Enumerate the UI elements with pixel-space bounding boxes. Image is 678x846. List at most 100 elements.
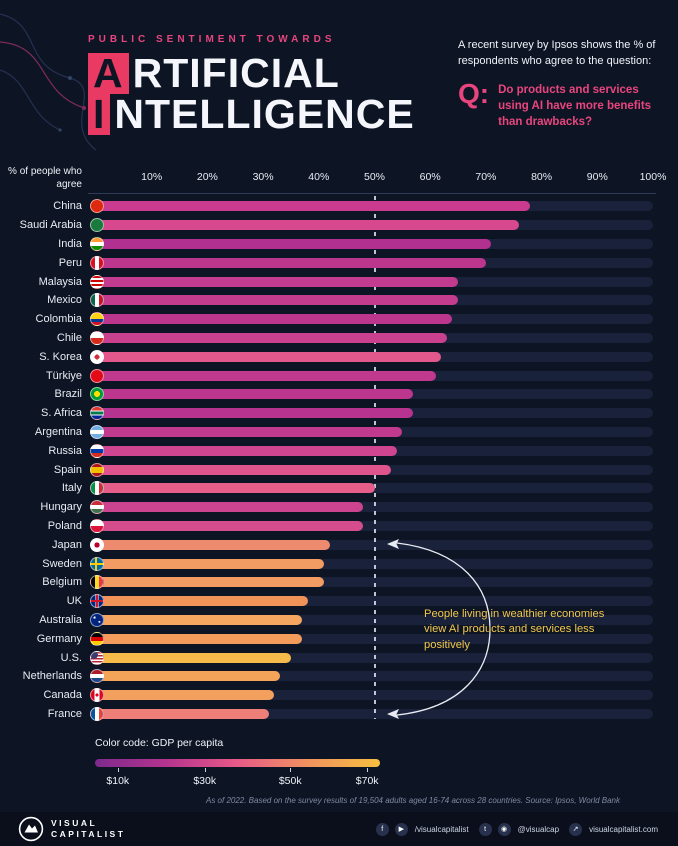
country-label-netherlands: Netherlands (22, 670, 82, 683)
kicker: PUBLIC SENTIMENT TOWARDS (88, 34, 336, 45)
country-label-peru: Peru (58, 256, 82, 269)
legend-tick-label: $50k (278, 775, 302, 787)
social-handle-instagram[interactable]: @visualcap (517, 824, 560, 834)
bar-germany (96, 633, 303, 644)
bar-france (96, 708, 269, 719)
youtube-icon[interactable]: ▶ (394, 822, 408, 836)
bar-japan (96, 539, 330, 550)
bar-italy (96, 483, 375, 494)
bar-colombia (96, 314, 453, 325)
country-label-malaysia: Malaysia (38, 275, 82, 288)
social-links: f ▶ /visualcapitalist t ◉ @visualcap ↗ visualca… (375, 822, 662, 836)
country-label-poland: Poland (47, 519, 82, 532)
highlight-letter-a: A (88, 53, 129, 94)
country-label-turkiye: Türkiye (45, 369, 82, 382)
question-row: Q: Do products and services using AI hav… (458, 79, 658, 130)
x-axis-tick: 100% (639, 171, 667, 183)
bar-track (90, 293, 653, 308)
country-label-hungary: Hungary (40, 501, 82, 514)
bar-track (90, 218, 653, 233)
y-axis-label: % of people who agree (8, 166, 82, 190)
bar-chart: % of people who agree 10% 20% 30% 40% 50% 60%… (0, 163, 678, 725)
x-axis-tick: 70% (475, 171, 497, 183)
bar-sweden (96, 558, 325, 569)
flag-india-icon (90, 236, 104, 251)
country-label-spain: Spain (53, 463, 82, 476)
bar-spain (96, 464, 392, 475)
bar-india (96, 238, 492, 249)
country-label-france: France (47, 707, 82, 720)
intro-block: A recent survey by Ipsos shows the % of … (458, 38, 658, 130)
country-label-china: China (53, 200, 82, 213)
country-label-india: India (58, 237, 82, 250)
chart-row-russia: Russia (0, 441, 653, 460)
flag-argentina-icon (90, 424, 104, 439)
title-block: PUBLIC SENTIMENT TOWARDS A RTIFICIAL I NTE… (88, 34, 415, 135)
flag-brazil-icon (90, 387, 104, 402)
x-axis-tick: 80% (531, 171, 553, 183)
legend-tick-mark (367, 768, 369, 772)
x-axis-tick: 60% (419, 171, 441, 183)
bar-brazil (96, 389, 414, 400)
chart-row-sweden: Sweden (0, 554, 653, 573)
chart-row-brazil: Brazil (0, 385, 653, 404)
chart-row-india: India (0, 235, 653, 254)
visual-capitalist-logo[interactable]: VISUAL CAPITALIST (18, 816, 125, 842)
twitter-icon[interactable]: t (478, 822, 492, 836)
chart-row-hungary: Hungary (0, 498, 653, 517)
x-axis-tick: 30% (252, 171, 274, 183)
flag-china-icon (90, 199, 104, 214)
bar-peru (96, 257, 486, 268)
bar-track (90, 312, 653, 327)
social-handle-visualcapitalist[interactable]: /visualcapitalist (414, 824, 469, 834)
legend-label: Color code: GDP per capita (95, 737, 224, 749)
bar-uk (96, 596, 308, 607)
flag-peru-icon (90, 255, 104, 270)
x-axis-tick: 10% (141, 171, 163, 183)
flag-turkiye-icon (90, 368, 104, 383)
chart-row-italy: Italy (0, 479, 653, 498)
country-label-mexico: Mexico (47, 294, 82, 307)
x-axis-tick: 90% (586, 171, 608, 183)
bar-track (90, 330, 653, 345)
country-label-australia: Australia (39, 613, 82, 626)
bar-australia (96, 614, 303, 625)
flag-s-africa-icon (90, 406, 104, 421)
annotation-text: People living in wealthier economies vie… (424, 608, 605, 651)
flag-belgium-icon (90, 575, 104, 590)
intro-text: A recent survey by Ipsos shows the % of … (458, 39, 656, 67)
chart-row-spain: Spain (0, 460, 653, 479)
x-axis-line (88, 193, 656, 194)
chart-row-mexico: Mexico (0, 291, 653, 310)
flag-chile-icon (90, 330, 104, 345)
chart-row-poland: Poland (0, 517, 653, 536)
website-icon[interactable]: ↗ (569, 822, 583, 836)
chart-row-japan: Japan (0, 535, 653, 554)
chart-row-canada: Canada (0, 686, 653, 705)
legend-tick-label: $30k (193, 775, 217, 787)
instagram-icon[interactable]: ◉ (497, 822, 511, 836)
facebook-icon[interactable]: f (375, 822, 389, 836)
bar-track (90, 462, 653, 477)
bar-track (90, 406, 653, 421)
chart-row-s-korea: S. Korea (0, 347, 653, 366)
bar-saudi-arabia (96, 220, 520, 231)
flag-hungary-icon (90, 500, 104, 515)
chart-row-france: France (0, 705, 653, 724)
legend-tick-label: $10k (106, 775, 130, 787)
x-axis-tick: 50% (363, 171, 386, 183)
website-url[interactable]: visualcapitalist.com (589, 824, 658, 834)
bar-netherlands (96, 671, 280, 682)
chart-row-belgium: Belgium (0, 573, 653, 592)
bar-belgium (96, 577, 325, 588)
country-label-brazil: Brazil (54, 388, 82, 401)
flag-malaysia-icon (90, 274, 104, 289)
bar-s-korea (96, 351, 442, 362)
flag-australia-icon (90, 612, 104, 627)
bar-track (90, 236, 653, 251)
country-label-russia: Russia (48, 444, 82, 457)
flag-mexico-icon (90, 293, 104, 308)
chart-row-s-africa: S. Africa (0, 404, 653, 423)
country-label-canada: Canada (43, 689, 82, 702)
flag-spain-icon (90, 462, 104, 477)
